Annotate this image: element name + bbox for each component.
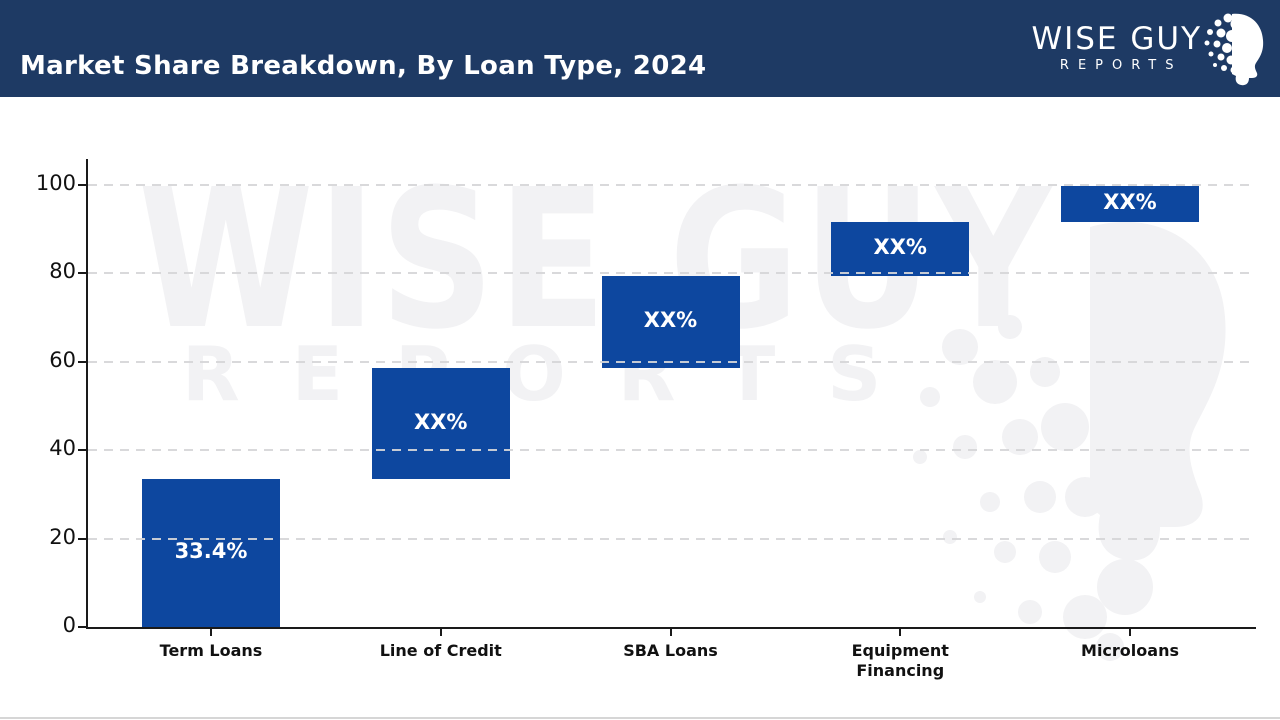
y-tick-label: 0 (62, 613, 76, 637)
bar-segment (831, 222, 970, 276)
bar-value-label: XX% (414, 409, 468, 434)
plot-area: WISE GUY REPORTS 33.4% XX% XX% XX% XX% 0 20 40… (0, 97, 1280, 717)
gridline (88, 184, 1256, 186)
wiseguy-head-icon (1204, 13, 1264, 86)
y-tick-mark (78, 449, 86, 452)
gridline (88, 272, 1256, 275)
page-title: Market Share Breakdown, By Loan Type, 20… (20, 50, 707, 81)
x-tick-label: Term Loans (159, 641, 263, 660)
bottom-border-line (0, 717, 1280, 719)
x-tick-mark (1129, 627, 1131, 636)
y-tick-label: 60 (49, 347, 76, 372)
y-tick-label: 80 (49, 259, 76, 284)
bar-segment (371, 368, 510, 480)
bar-value-label: XX% (643, 308, 698, 333)
y-tick-label: 20 (49, 524, 76, 549)
bar-segment (1061, 185, 1199, 223)
bar-value-label: XX% (873, 234, 927, 259)
y-tick-mark (78, 360, 86, 363)
y-tick-mark (78, 184, 86, 186)
bar-value-label: 33.4% (174, 539, 248, 564)
x-tick-mark (439, 627, 442, 636)
watermark-sub-text: REPORTS (182, 330, 934, 418)
y-tick-mark (78, 626, 86, 628)
gridline (88, 360, 1256, 363)
wiseguy-logo: WISE GUY REPORTS (1012, 8, 1264, 90)
y-tick-mark (78, 272, 86, 275)
bar-value-label: XX% (1103, 190, 1157, 214)
gridline (88, 537, 1256, 540)
y-tick-label: 100 (35, 171, 76, 195)
x-tick-mark (899, 627, 902, 636)
x-tick-label: SBA Loans (623, 641, 718, 660)
gridline (88, 449, 1256, 452)
x-tick-label: Microloans (1081, 641, 1179, 660)
x-axis-line (86, 627, 1256, 629)
header-bar: Market Share Breakdown, By Loan Type, 20… (0, 0, 1280, 97)
y-tick-label: 40 (49, 436, 76, 461)
logo-text: WISE GUY REPORTS (1031, 22, 1202, 73)
logo-sub-label: REPORTS (1059, 58, 1183, 74)
x-tick-label: Equipment Financing (851, 641, 949, 680)
x-tick-mark (669, 627, 672, 636)
bar-segment (142, 479, 280, 627)
x-tick-mark (210, 627, 212, 636)
x-tick-label: Line of Credit (379, 641, 502, 660)
y-axis-line (86, 159, 88, 629)
bar-segment (601, 275, 740, 369)
logo-brand-label: WISE GUY (1031, 21, 1202, 57)
y-tick-mark (78, 537, 86, 540)
